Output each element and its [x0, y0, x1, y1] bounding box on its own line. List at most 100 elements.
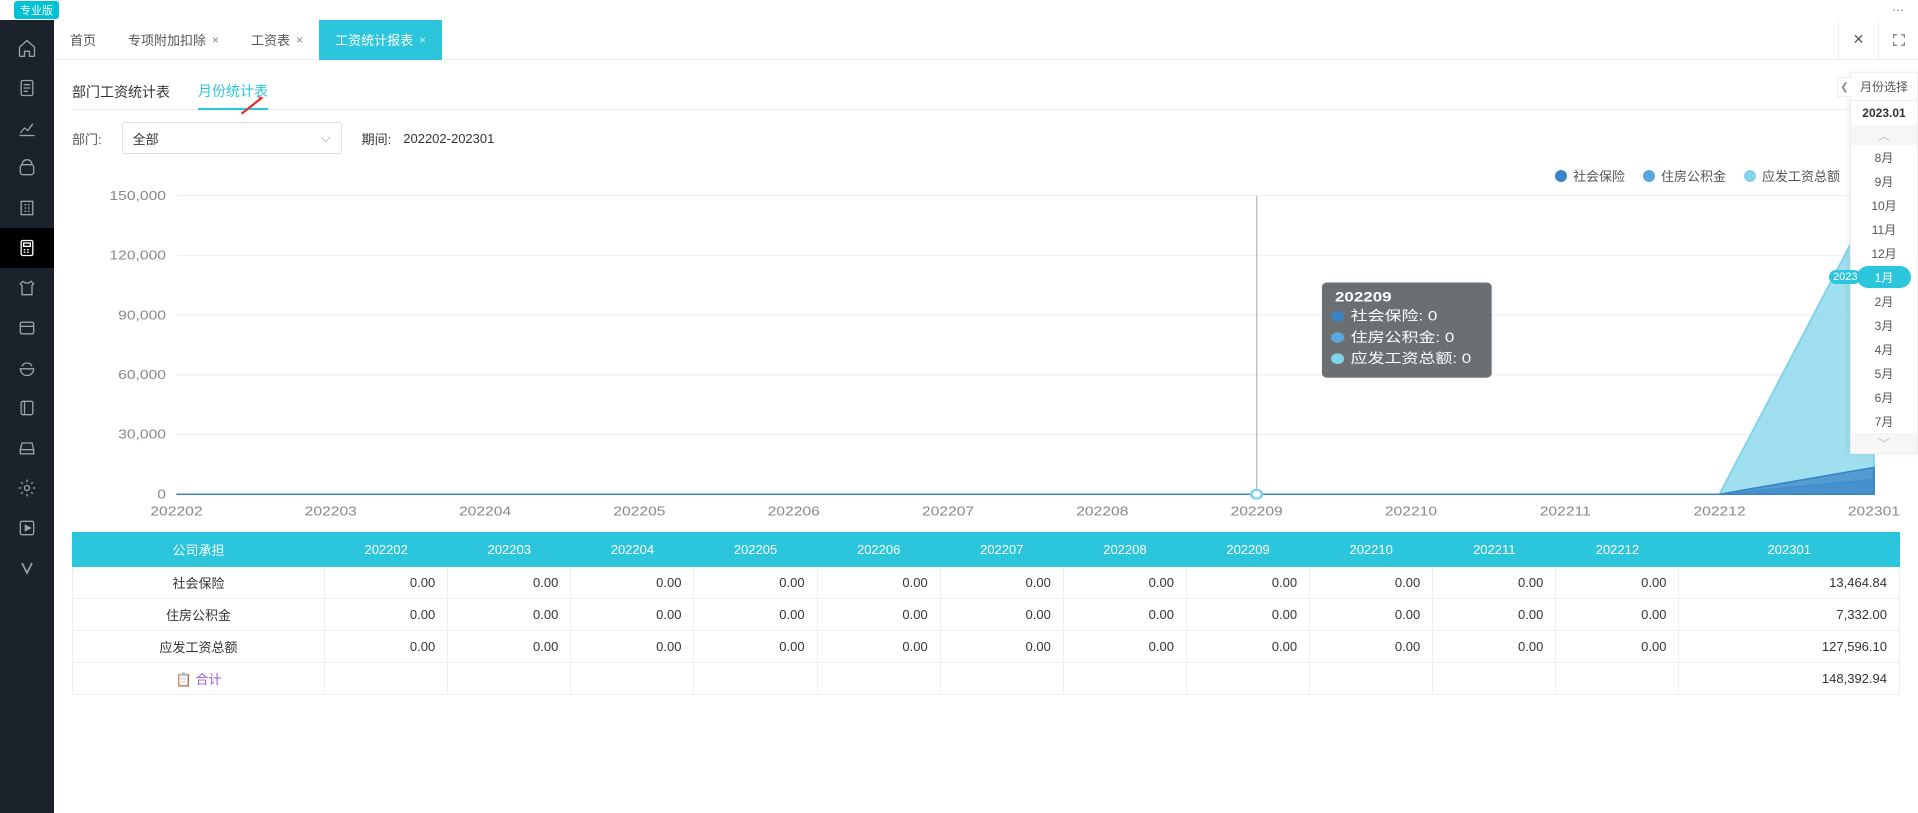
main-content: 部门工资统计表 月份统计表 刷新 部门: 全部 ⌵ 期间: 202202-202…	[54, 60, 1918, 813]
month-option[interactable]: 10月	[1851, 193, 1917, 217]
legend-item[interactable]: 应发工资总额	[1744, 166, 1840, 185]
month-scroll-down[interactable]: ﹀	[1851, 433, 1917, 453]
svg-text:202202: 202202	[150, 505, 202, 519]
table-cell	[448, 663, 571, 695]
nav-book-icon[interactable]	[0, 388, 54, 428]
legend-item[interactable]: 住房公积金	[1643, 166, 1726, 185]
table-cell: 0.00	[1556, 567, 1679, 599]
close-icon[interactable]: ×	[419, 33, 426, 47]
filter-row: 部门: 全部 ⌵ 期间: 202202-202301	[72, 110, 1900, 166]
table-cell: 7,332.00	[1679, 599, 1900, 631]
table-cell: 13,464.84	[1679, 567, 1900, 599]
table-cell: 0.00	[325, 631, 448, 663]
table-cell: 0.00	[1186, 599, 1309, 631]
month-option[interactable]: 6月	[1851, 385, 1917, 409]
left-nav	[0, 20, 54, 813]
legend-item[interactable]: 社会保险	[1555, 166, 1625, 185]
table-row: 社会保险0.000.000.000.000.000.000.000.000.00…	[73, 567, 1900, 599]
subtab-dept[interactable]: 部门工资统计表	[72, 74, 170, 110]
table-cell	[1556, 663, 1679, 695]
legend-swatch	[1643, 170, 1655, 182]
dept-label: 部门:	[72, 129, 102, 148]
salary-table: 公司承担202202202203202204202205202206202207…	[72, 532, 1900, 695]
month-scroll-up[interactable]: ︿	[1851, 125, 1917, 145]
tab-deduction[interactable]: 专项附加扣除 ×	[112, 20, 235, 60]
nav-archive-icon[interactable]	[0, 308, 54, 348]
table-cell: 0.00	[694, 567, 817, 599]
month-list: 8月9月10月11月12月20231月2月3月4月5月6月7月	[1851, 145, 1917, 433]
top-strip: 专业版 ⋯	[0, 0, 1918, 20]
tab-label: 首页	[70, 30, 96, 49]
nav-gear-icon[interactable]	[0, 468, 54, 508]
table-cell: 0.00	[571, 599, 694, 631]
legend-label: 社会保险	[1573, 166, 1625, 185]
svg-text:202211: 202211	[1540, 505, 1591, 519]
table-cell: 0.00	[325, 599, 448, 631]
row-header: 社会保险	[73, 567, 325, 599]
month-option[interactable]: 4月	[1851, 337, 1917, 361]
month-option[interactable]: 2月	[1851, 289, 1917, 313]
table-cell	[817, 663, 940, 695]
month-option[interactable]: 3月	[1851, 313, 1917, 337]
svg-text:住房公积金: 0: 住房公积金: 0	[1351, 329, 1455, 345]
tab-label: 专项附加扣除	[128, 30, 206, 49]
table-cell: 0.00	[1556, 631, 1679, 663]
tabbar-close-button[interactable]: ×	[1838, 20, 1878, 60]
table-cell: 0.00	[571, 631, 694, 663]
nav-chart-icon[interactable]	[0, 108, 54, 148]
dept-select-value: 全部	[133, 129, 159, 148]
table-cell: 0.00	[1186, 631, 1309, 663]
table-col-header: 202210	[1310, 533, 1433, 567]
month-option[interactable]: 20231月	[1857, 266, 1911, 288]
nav-v-icon[interactable]	[0, 548, 54, 588]
table-cell: 0.00	[448, 631, 571, 663]
table-cell: 0.00	[1310, 631, 1433, 663]
nav-building-icon[interactable]	[0, 188, 54, 228]
tab-salary[interactable]: 工资表×	[235, 20, 319, 60]
svg-text:150,000: 150,000	[109, 189, 166, 203]
nav-bowl-icon[interactable]	[0, 348, 54, 388]
area-chart[interactable]: 030,00060,00090,000120,000150,0002022022…	[72, 166, 1900, 526]
period-value: 202202-202301	[403, 131, 494, 146]
fold-icon[interactable]: ❮	[1837, 77, 1851, 97]
subtab-month[interactable]: 月份统计表	[198, 74, 268, 110]
nav-calc-icon[interactable]	[0, 228, 54, 268]
svg-text:90,000: 90,000	[118, 309, 166, 323]
fullscreen-icon[interactable]	[1878, 20, 1918, 60]
nav-bag-icon[interactable]	[0, 148, 54, 188]
table-cell: 0.00	[1310, 599, 1433, 631]
svg-text:202203: 202203	[305, 505, 357, 519]
row-header: 应发工资总额	[73, 631, 325, 663]
nav-play-icon[interactable]	[0, 508, 54, 548]
table-col-header: 202202	[325, 533, 448, 567]
row-header: 住房公积金	[73, 599, 325, 631]
nav-home-icon[interactable]	[0, 28, 54, 68]
month-option[interactable]: 9月	[1851, 169, 1917, 193]
table-cell: 0.00	[817, 567, 940, 599]
table-cell: 0.00	[817, 631, 940, 663]
table-cell: 127,596.10	[1679, 631, 1900, 663]
dept-select[interactable]: 全部 ⌵	[122, 122, 342, 154]
close-icon[interactable]: ×	[212, 33, 219, 47]
tab-salary-report[interactable]: 工资统计报表×	[319, 20, 442, 60]
month-panel-header: ❮ 月份选择	[1851, 73, 1917, 101]
table-cell: 0.00	[325, 567, 448, 599]
month-option[interactable]: 12月	[1851, 241, 1917, 265]
nav-shirt-icon[interactable]	[0, 268, 54, 308]
tab-home[interactable]: 首页	[54, 20, 112, 60]
nav-tray-icon[interactable]	[0, 428, 54, 468]
table-cell: 0.00	[1433, 599, 1556, 631]
month-option[interactable]: 7月	[1851, 409, 1917, 433]
table-cell: 0.00	[448, 567, 571, 599]
month-option[interactable]: 8月	[1851, 145, 1917, 169]
month-option[interactable]: 5月	[1851, 361, 1917, 385]
sub-tabs: 部门工资统计表 月份统计表 刷新	[72, 74, 1900, 110]
table-cell: 0.00	[694, 631, 817, 663]
table-cell	[571, 663, 694, 695]
close-icon[interactable]: ×	[296, 33, 303, 47]
table-col-header: 202212	[1556, 533, 1679, 567]
bell-icon[interactable]: ⋯	[1892, 3, 1904, 17]
month-option[interactable]: 11月	[1851, 217, 1917, 241]
nav-doc-icon[interactable]	[0, 68, 54, 108]
svg-text:202205: 202205	[613, 505, 665, 519]
